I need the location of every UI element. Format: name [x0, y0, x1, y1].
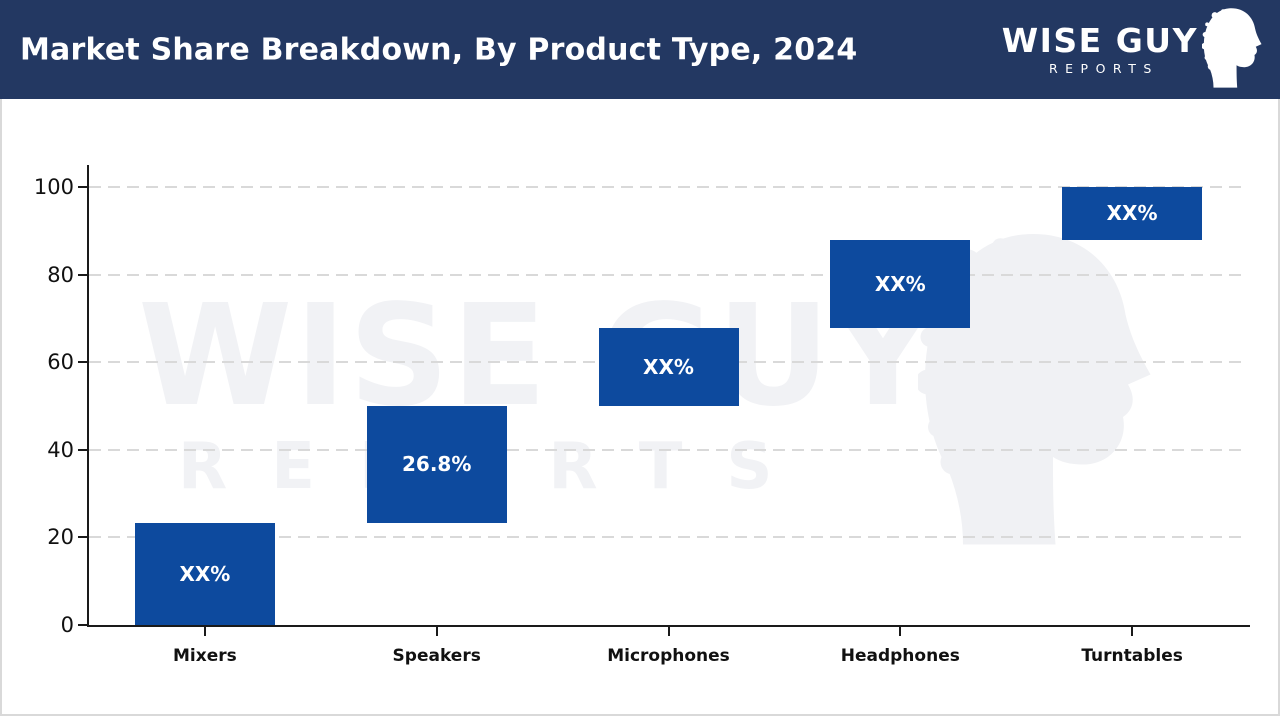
y-tick-label-100: 100 — [33, 174, 74, 199]
y-tick-label-80: 80 — [47, 262, 74, 287]
bar-value-label-speakers: 26.8% — [401, 452, 472, 477]
bar-turntables: XX% — [1062, 186, 1203, 240]
x-axis-label-mixers: Mixers — [173, 646, 237, 666]
wiseguy-logo-text: WISE GUY REPORTS — [1002, 24, 1198, 76]
bar-value-label-turntables: XX% — [1106, 201, 1158, 226]
watermark-head-icon — [915, 227, 1168, 556]
y-tick-mark-60 — [78, 361, 87, 364]
x-tick-mark-speakers — [435, 627, 438, 636]
y-tick-label-0: 0 — [60, 613, 74, 637]
y-tick-label-60: 60 — [47, 350, 74, 375]
logo-subtitle: REPORTS — [1048, 60, 1159, 76]
page-border-right — [1278, 99, 1280, 716]
x-axis-line — [87, 625, 1250, 627]
y-tick-mark-0 — [78, 624, 87, 626]
logo-wordmark: WISE GUY — [1001, 20, 1198, 60]
y-tick-mark-100 — [78, 185, 87, 188]
x-tick-mark-mixers — [203, 627, 206, 636]
wiseguy-head-logo-icon — [1201, 6, 1266, 94]
page-border-bottom — [0, 714, 1280, 716]
y-tick-mark-20 — [78, 536, 87, 539]
y-tick-mark-40 — [78, 448, 87, 451]
page-border-left — [0, 99, 2, 716]
y-axis-line — [87, 165, 89, 627]
bar-value-label-mixers: XX% — [179, 561, 231, 586]
gridline-100 — [89, 185, 1248, 188]
bar-mixers: XX% — [134, 522, 275, 625]
gridline-80 — [89, 273, 1248, 276]
x-tick-mark-headphones — [899, 627, 902, 636]
gridline-20 — [89, 536, 1248, 539]
x-axis-label-turntables: Turntables — [1081, 646, 1183, 666]
x-axis-label-headphones: Headphones — [840, 646, 960, 666]
x-tick-mark-microphones — [667, 627, 670, 636]
page-title: Market Share Breakdown, By Product Type,… — [20, 32, 858, 67]
x-tick-mark-turntables — [1131, 627, 1134, 636]
wiseguy-logo: WISE GUY REPORTS — [1002, 6, 1266, 94]
chart-canvas: WISE GUY REPORTS 020406080100XX%Mixers26… — [0, 99, 1280, 720]
header-bar: Market Share Breakdown, By Product Type,… — [0, 0, 1280, 99]
bar-value-label-headphones: XX% — [874, 271, 926, 296]
x-axis-label-microphones: Microphones — [607, 646, 730, 666]
x-axis-label-speakers: Speakers — [392, 646, 481, 666]
y-tick-label-20: 20 — [47, 525, 74, 550]
watermark-wordmark: WISE GUY — [138, 275, 936, 438]
bar-microphones: XX% — [598, 327, 739, 406]
y-tick-mark-80 — [78, 273, 87, 276]
y-tick-label-40: 40 — [47, 437, 74, 462]
bar-speakers: 26.8% — [366, 405, 507, 523]
bar-value-label-microphones: XX% — [643, 354, 694, 379]
gridline-40 — [89, 448, 1248, 451]
bar-headphones: XX% — [830, 239, 971, 328]
